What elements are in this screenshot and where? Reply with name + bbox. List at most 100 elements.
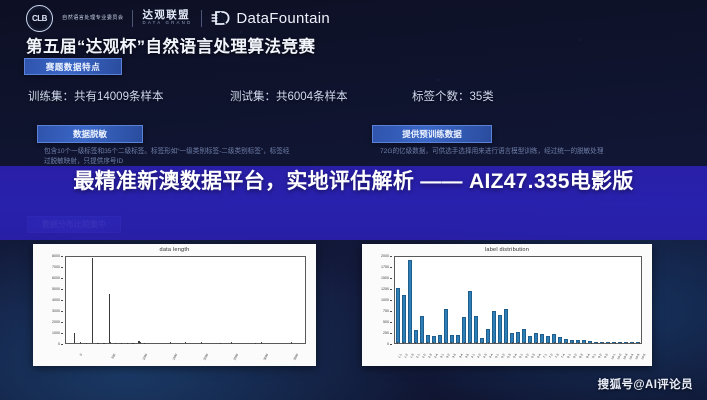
pill-pretrain-data: 提供预训练数据 <box>372 125 492 143</box>
x-axis-tick-label: 500 <box>110 352 117 360</box>
bar <box>509 332 515 343</box>
y-axis-tick: 500 <box>383 320 392 324</box>
x-axis-tickmark <box>397 342 398 344</box>
pill-desensitization: 数据脱敏 <box>37 125 143 143</box>
logo-divider-1 <box>132 9 134 27</box>
bar <box>395 287 401 343</box>
x-axis-ticks-left: 0 500 1000 1500 2000 2500 3000 3500 <box>65 342 306 366</box>
x-axis-tickmark <box>536 342 537 344</box>
description-desensitization: 包含10个一级标签和35个二级标签。标签形如“一级类别标签-二级类别标签”，标签… <box>44 148 290 166</box>
bar <box>401 294 407 343</box>
x-axis-tickmark <box>566 342 567 344</box>
headline-band <box>0 166 707 240</box>
bar <box>593 341 599 343</box>
x-axis-tickmark <box>469 342 471 344</box>
bar <box>449 335 455 343</box>
bar <box>521 328 527 343</box>
x-axis-tick-label: 5-4 <box>512 352 518 359</box>
x-axis-tick-label: 9-2 <box>596 352 603 359</box>
chart-data-length: data length 0 1000 2000 3000 4000 5000 6000 700… <box>33 244 316 366</box>
bar <box>419 316 425 343</box>
x-axis-tick-label: 1500 <box>171 352 179 361</box>
x-axis-tick-label: 2500 <box>232 352 239 361</box>
bar <box>515 332 521 343</box>
x-axis-tickmark <box>524 342 525 344</box>
x-axis-tick-label: 10-6 <box>640 352 647 361</box>
x-axis-tick-label: 3-5 <box>463 352 470 359</box>
bar <box>443 308 449 343</box>
x-axis-tick-label: 10-4 <box>627 352 635 361</box>
x-axis-tickmark <box>590 342 592 344</box>
x-axis-tickmark <box>415 342 416 344</box>
bar <box>74 333 76 343</box>
x-axis-tickmark <box>518 342 519 344</box>
bar <box>539 334 545 343</box>
y-axis-tick: 3000 <box>52 309 63 313</box>
x-axis-tick-label: 4-3 <box>481 352 488 359</box>
x-axis-tickmark <box>475 342 477 344</box>
chart-title-data-length: data length <box>159 247 190 253</box>
bar <box>635 342 641 343</box>
bar <box>479 337 485 343</box>
slide-title: 第五届“达观杯”自然语言处理算法竞赛 <box>26 38 316 56</box>
x-axis-tick-label: 1000 <box>141 352 149 361</box>
chart-title-label-distribution: label distribution <box>484 247 530 253</box>
x-axis-tickmark <box>608 342 610 344</box>
bar <box>557 337 563 343</box>
x-axis-tick-label: 2-1 <box>415 352 421 359</box>
clb-circle-logo-icon: CLB <box>26 4 53 32</box>
bar <box>575 340 581 343</box>
bars-label-distribution <box>395 257 641 343</box>
bar <box>599 341 605 343</box>
watermark-label: 搜狐号@AI评论员 <box>597 379 693 391</box>
bar <box>184 342 187 343</box>
datagrand-name-label: 达观联盟 <box>142 9 191 22</box>
bar <box>545 335 551 343</box>
bar <box>491 311 497 343</box>
bar <box>581 340 587 343</box>
x-axis-tickmark <box>620 342 622 344</box>
y-axis-tick: 5000 <box>52 287 63 291</box>
x-axis-tick-label: 5-3 <box>506 352 512 359</box>
x-axis-tick-label: 4-1 <box>469 352 476 359</box>
x-axis-tickmark <box>110 342 111 344</box>
x-axis-tickmark <box>548 342 549 344</box>
x-axis-tickmark <box>260 342 262 344</box>
x-axis-tickmark <box>439 342 440 344</box>
bar <box>109 293 111 343</box>
logo-divider-2 <box>201 9 203 27</box>
datafountain-mark-icon <box>211 10 231 26</box>
bar <box>431 336 437 343</box>
y-axis-tick: 0 <box>58 342 63 346</box>
x-axis-tickmark <box>626 342 628 344</box>
x-axis-ticks-right: 1-1 1-2 1-3 2-1 2-2 2-3 2-4 3-1 3-2 3-3 3-4 3-5 4-1 4… <box>394 342 646 366</box>
y-axis-tick: 750 <box>383 309 392 313</box>
x-axis-tick-label: 5-2 <box>499 352 506 359</box>
x-axis-tickmark <box>614 342 616 344</box>
bar <box>138 341 140 343</box>
y-axis-tick: 6000 <box>52 276 63 280</box>
x-axis-tickmark <box>290 342 292 344</box>
x-axis-tick-label: 8-3 <box>578 352 585 359</box>
datagrand-sub-label: DATA GRAND <box>142 20 193 26</box>
x-axis-tickmark <box>493 342 495 344</box>
bars-data-length <box>66 257 305 343</box>
x-axis-tickmark <box>451 342 453 344</box>
x-axis-tick-label: 9-3 <box>602 352 609 359</box>
x-axis-tickmark <box>584 342 586 344</box>
x-axis-tick-label: 7-1 <box>542 352 548 359</box>
bar <box>617 342 623 343</box>
x-axis-tick-label: 2000 <box>201 352 209 361</box>
x-axis-tickmark <box>505 342 507 344</box>
bar <box>497 314 503 343</box>
logo-bar: CLB 自然语言处理专业委员会 达观联盟 DATA GRAND DataFoun… <box>26 4 330 32</box>
x-axis-tickmark <box>170 342 172 344</box>
bar <box>611 342 617 343</box>
x-axis-tick-label: 6-1 <box>518 352 524 359</box>
x-axis-tickmark <box>433 342 434 344</box>
bar <box>605 342 611 343</box>
x-axis-tickmark <box>140 342 141 344</box>
x-axis-tickmark <box>542 342 543 344</box>
x-axis-tick-label: 10-5 <box>633 352 641 361</box>
